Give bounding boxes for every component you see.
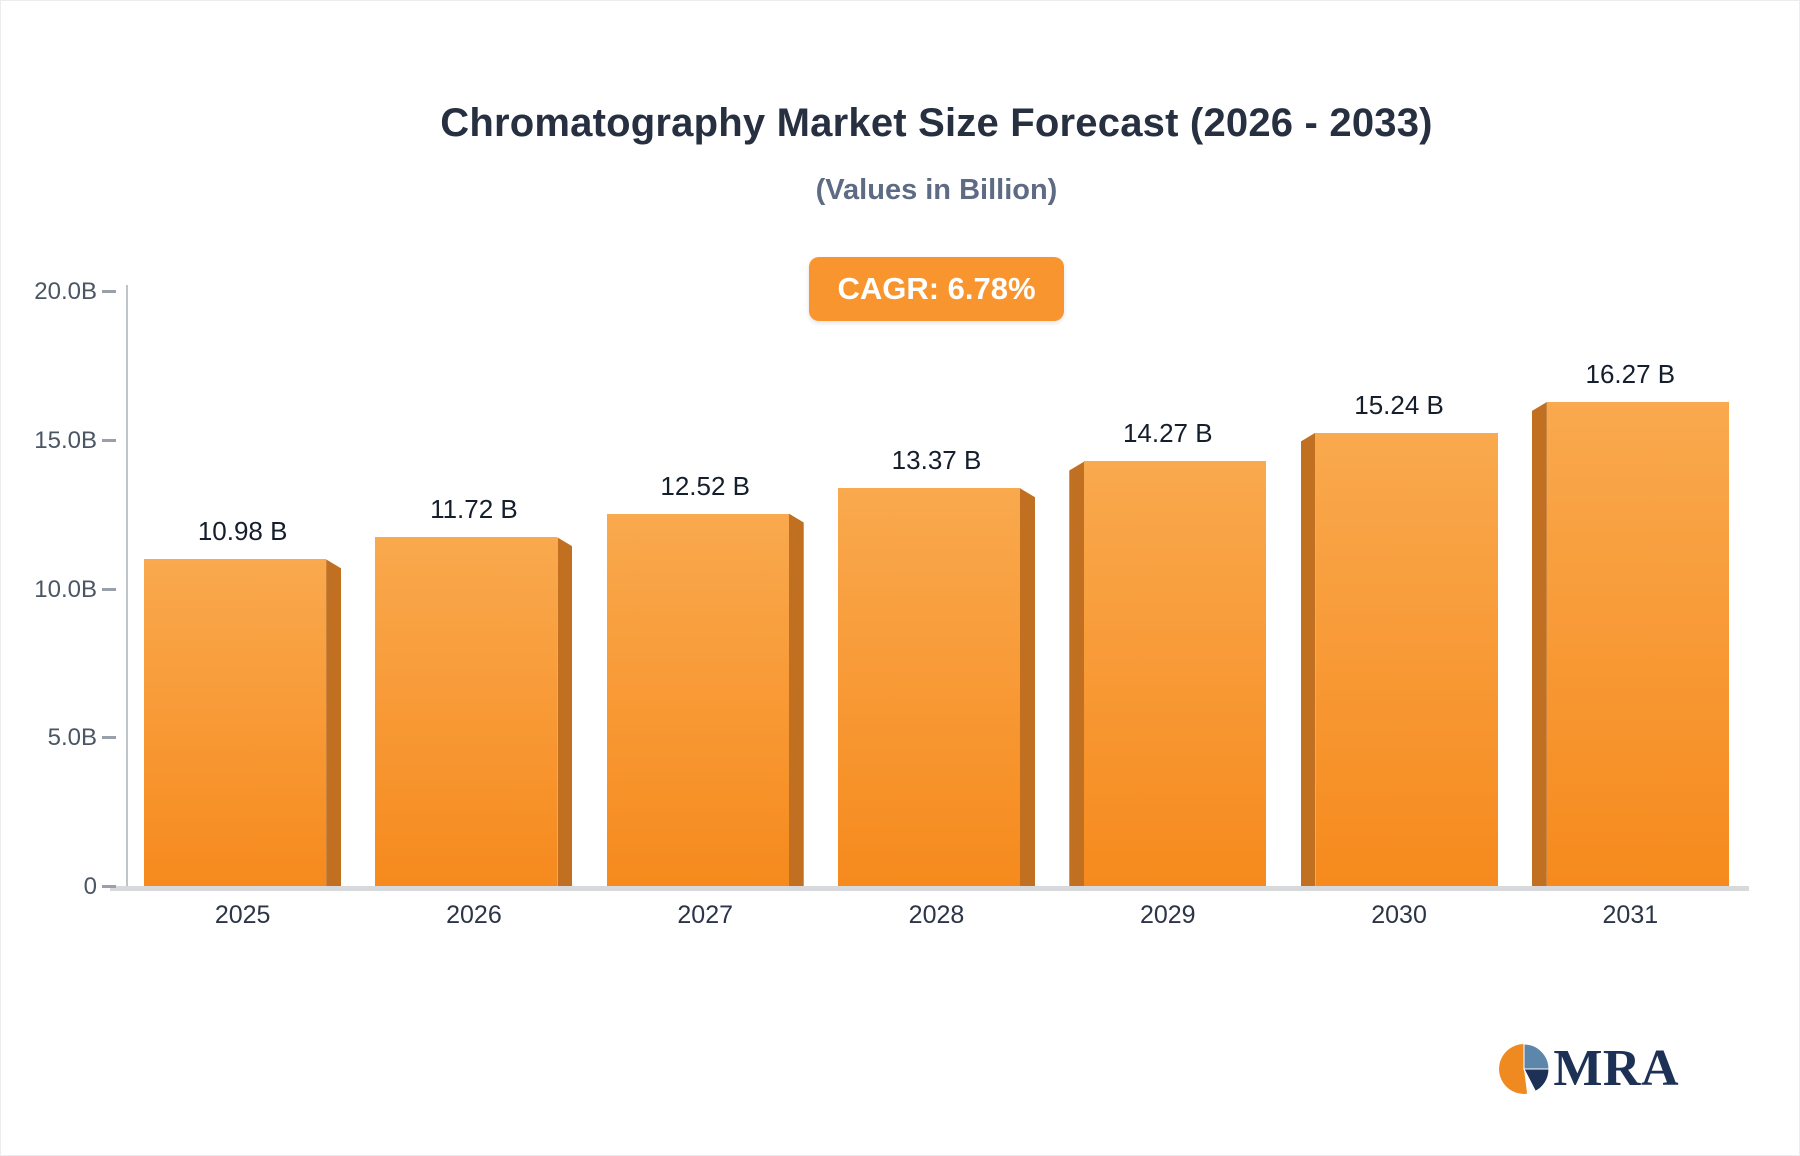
chart-title: Chromatography Market Size Forecast (202…: [440, 101, 1433, 145]
bar-side-face: [788, 513, 804, 886]
x-tick-label: 2028: [908, 901, 965, 929]
x-tick-label: 2031: [1602, 901, 1659, 929]
bar-front-face: [1315, 432, 1498, 886]
bar-value-label: 12.52 B: [660, 470, 751, 501]
bar-front-face: [375, 537, 558, 886]
x-axis-labels: 2025 2026 2027 2028 2029 2030 2031: [127, 901, 1746, 941]
cagr-badge: CAGR: 6.78%: [809, 257, 1064, 321]
bar-2027: [606, 513, 804, 886]
bar-front-face: [1546, 401, 1729, 886]
bar-front-face: [606, 513, 789, 886]
x-tick-label: 2027: [677, 901, 734, 929]
bar-value-label: 10.98 B: [197, 516, 288, 547]
y-tick-mark: [102, 736, 116, 740]
bar-value-label: 11.72 B: [430, 494, 518, 525]
x-tick-label: 2025: [214, 901, 271, 929]
bar-value-label: 16.27 B: [1585, 358, 1676, 389]
bar-side-face: [1300, 432, 1316, 886]
y-tick-mark: [102, 290, 116, 293]
x-tick-label: 2026: [446, 901, 502, 929]
bar-side-face: [1531, 401, 1547, 886]
y-tick-label: 0: [83, 873, 97, 900]
bar-2030: [1300, 432, 1498, 886]
bar-2029: [1069, 461, 1267, 886]
y-axis-labels: 0 5.0B 10.0B 15.0B 20.0B: [1, 278, 97, 900]
bar-side-face: [1069, 461, 1085, 886]
bar-2028: [838, 488, 1035, 886]
bar-value-label: 14.27 B: [1122, 418, 1213, 449]
bar-value-label: 13.37 B: [891, 445, 982, 476]
y-tick-label: 15.0B: [34, 426, 97, 454]
bar-side-face: [557, 537, 573, 886]
y-axis-line: [126, 285, 128, 886]
y-tick-mark: [102, 587, 116, 591]
bar-2031: [1531, 401, 1729, 886]
bar-front-face: [838, 488, 1020, 886]
x-axis-baseline: [110, 886, 1749, 891]
y-tick-label: 10.0B: [34, 575, 97, 603]
logo-mark-icon: [1499, 1043, 1550, 1094]
chart-header: Chromatography Market Size Forecast (202…: [127, 1, 1746, 207]
y-tick-label: 5.0B: [47, 724, 97, 752]
bar-side-face: [326, 559, 342, 886]
bar-side-face: [1020, 488, 1035, 886]
badge-row: CAGR: 6.78%: [127, 257, 1746, 321]
y-tick-label: 20.0B: [34, 278, 97, 305]
logo: MRA: [1498, 1043, 1679, 1095]
plot-area: 10.98 B 11.72 B 12.52 B 13.37 B 14.27 B 15.24…: [102, 285, 1749, 891]
bar-front-face: [1084, 461, 1267, 886]
x-tick-label: 2030: [1371, 901, 1427, 929]
chart-subtitle: (Values in Billion): [815, 174, 1058, 206]
bar-2026: [375, 537, 573, 886]
y-tick-mark: [102, 438, 116, 442]
bar-2025: [144, 559, 342, 886]
bar-value-label: 15.24 B: [1354, 389, 1444, 420]
y-tick-mark: [102, 885, 116, 888]
x-tick-label: 2029: [1139, 901, 1196, 929]
bar-front-face: [144, 559, 327, 886]
logo-text: MRA: [1553, 1040, 1679, 1097]
